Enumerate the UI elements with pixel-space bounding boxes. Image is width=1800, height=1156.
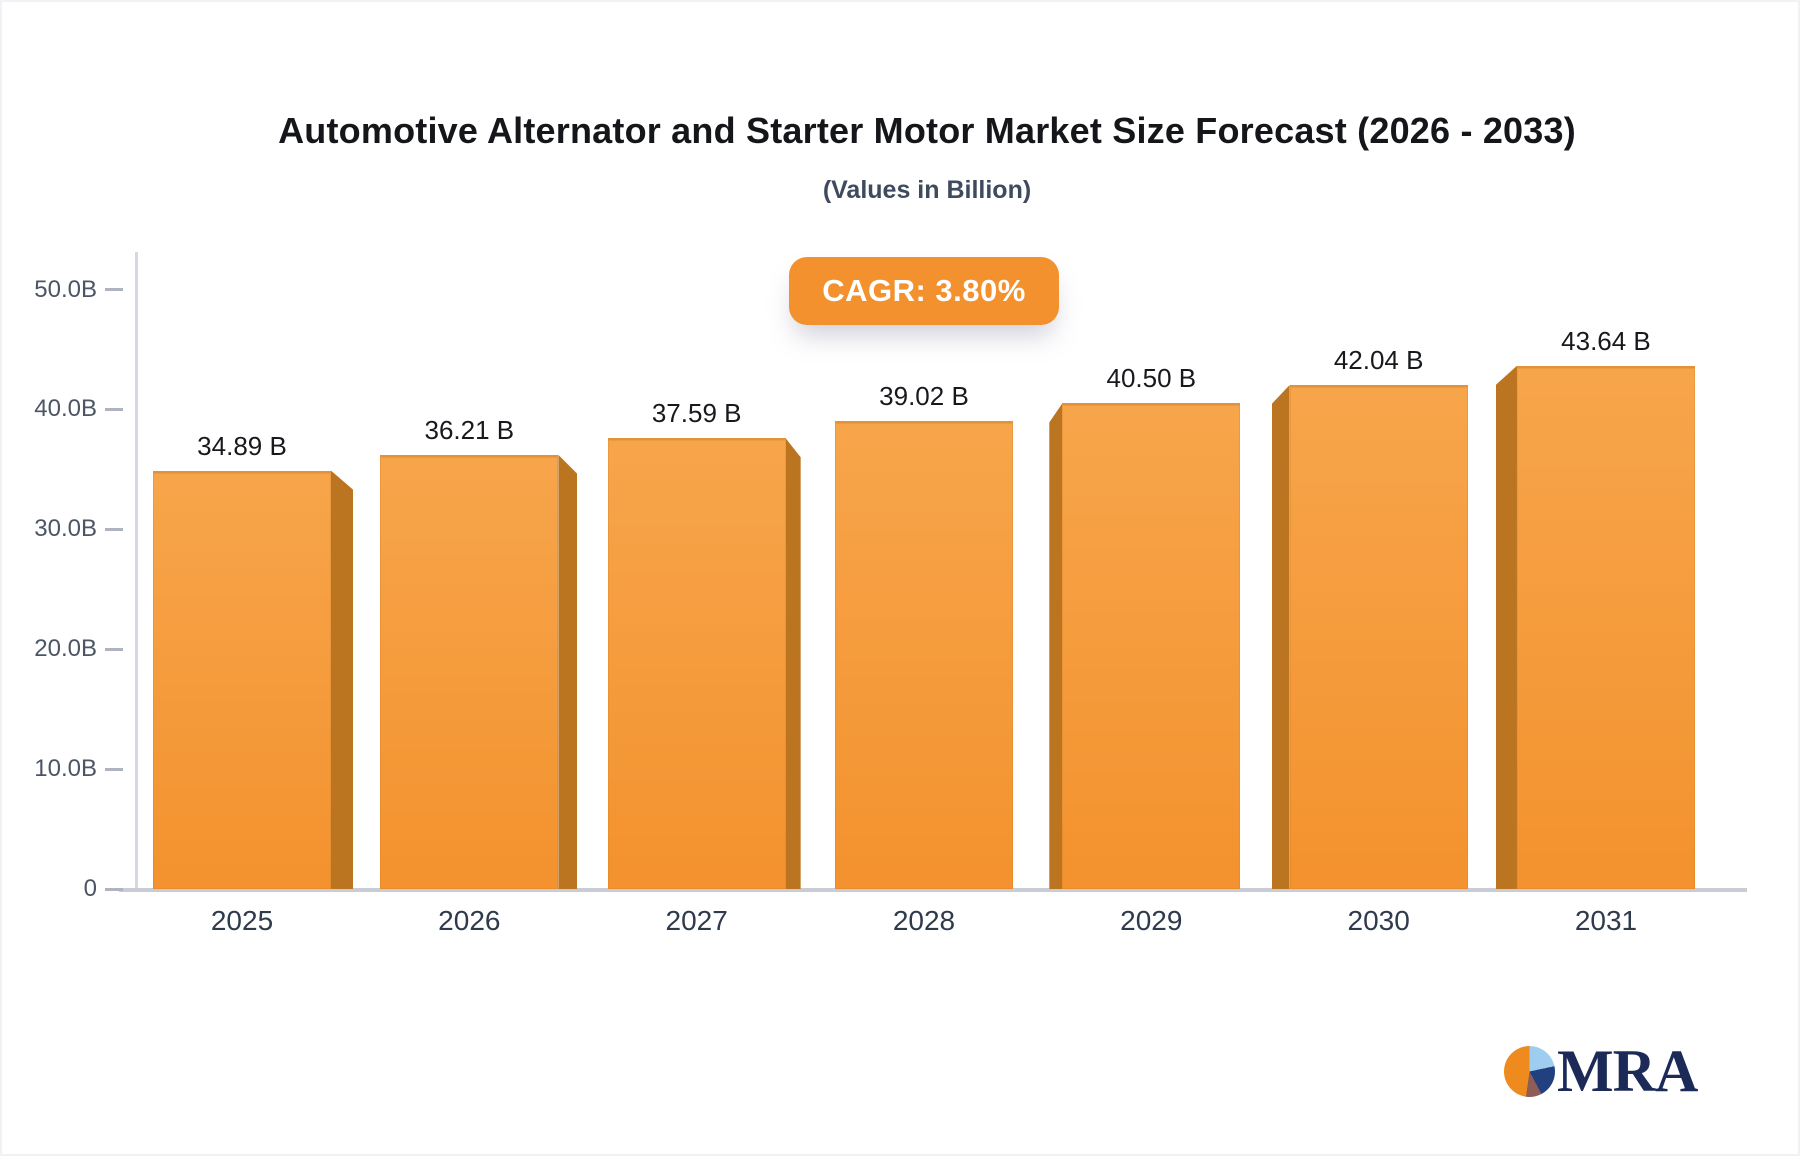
year-label-2028: 2028 xyxy=(892,905,956,936)
bar-2025 xyxy=(153,470,353,889)
x-axis-line xyxy=(119,888,1747,892)
year-label-2026: 2026 xyxy=(438,905,501,936)
bar-2027 xyxy=(607,438,801,889)
y-tick-label-50: 50.0B xyxy=(34,275,97,303)
bar-2029 xyxy=(1049,403,1241,889)
y-tick-label-20: 20.0B xyxy=(34,635,97,663)
value-label-2029: 40.50 B xyxy=(1106,363,1197,394)
bar-side-2029 xyxy=(1049,403,1063,889)
y-tick-10 xyxy=(105,767,123,771)
value-label-2030: 42.04 B xyxy=(1333,344,1424,375)
cagr-badge-label: CAGR: 3.80% xyxy=(822,273,1026,308)
year-label-2027: 2027 xyxy=(665,905,728,936)
y-tick-label-30: 30.0B xyxy=(34,515,97,543)
y-tick-label-0: 0 xyxy=(83,875,97,902)
bar-side-2026 xyxy=(558,454,578,889)
bar-side-2027 xyxy=(785,438,801,889)
bar-face-2027 xyxy=(607,438,786,889)
y-axis-line xyxy=(135,252,138,892)
bar-face-2026 xyxy=(380,454,559,889)
value-label-2031: 43.64 B xyxy=(1561,325,1651,356)
bar-2026 xyxy=(380,454,578,889)
y-tick-20 xyxy=(105,647,123,651)
bar-2030 xyxy=(1271,384,1468,889)
value-label-2025: 34.89 B xyxy=(197,430,287,461)
year-label-2030: 2030 xyxy=(1347,905,1410,936)
bar-2031 xyxy=(1495,365,1695,889)
y-tick-label-40: 40.0B xyxy=(34,395,97,423)
value-label-2027: 37.59 B xyxy=(651,398,742,429)
y-tick-0 xyxy=(105,887,123,891)
bar-face-2025 xyxy=(153,470,331,889)
value-label-2026: 36.21 B xyxy=(424,414,515,445)
bar-face-2030 xyxy=(1289,384,1468,889)
chart-subtitle: (Values in Billion) xyxy=(822,176,1032,204)
year-label-2029: 2029 xyxy=(1120,905,1183,936)
bar-face-2031 xyxy=(1516,365,1695,889)
bar-face-2028 xyxy=(834,421,1013,889)
chart-title: Automotive Alternator and Starter Motor … xyxy=(278,110,1576,151)
y-tick-50 xyxy=(105,288,123,291)
y-tick-40 xyxy=(105,407,123,411)
bar-side-2030 xyxy=(1271,384,1290,889)
value-label-2028: 39.02 B xyxy=(879,381,969,412)
year-label-2025: 2025 xyxy=(210,905,274,936)
logo-pie-icon xyxy=(1504,1045,1555,1097)
brand-logo: MRA xyxy=(1504,1038,1698,1104)
bar-side-2031 xyxy=(1495,365,1517,889)
logo-text: MRA xyxy=(1557,1038,1698,1104)
year-label-2031: 2031 xyxy=(1574,905,1638,936)
y-tick-label-10: 10.0B xyxy=(34,755,97,783)
bar-2028 xyxy=(834,421,1013,889)
cagr-badge: CAGR: 3.80% xyxy=(789,257,1059,325)
bar-side-2025 xyxy=(331,470,353,889)
bar-face-2029 xyxy=(1062,403,1241,889)
y-tick-30 xyxy=(105,527,123,531)
